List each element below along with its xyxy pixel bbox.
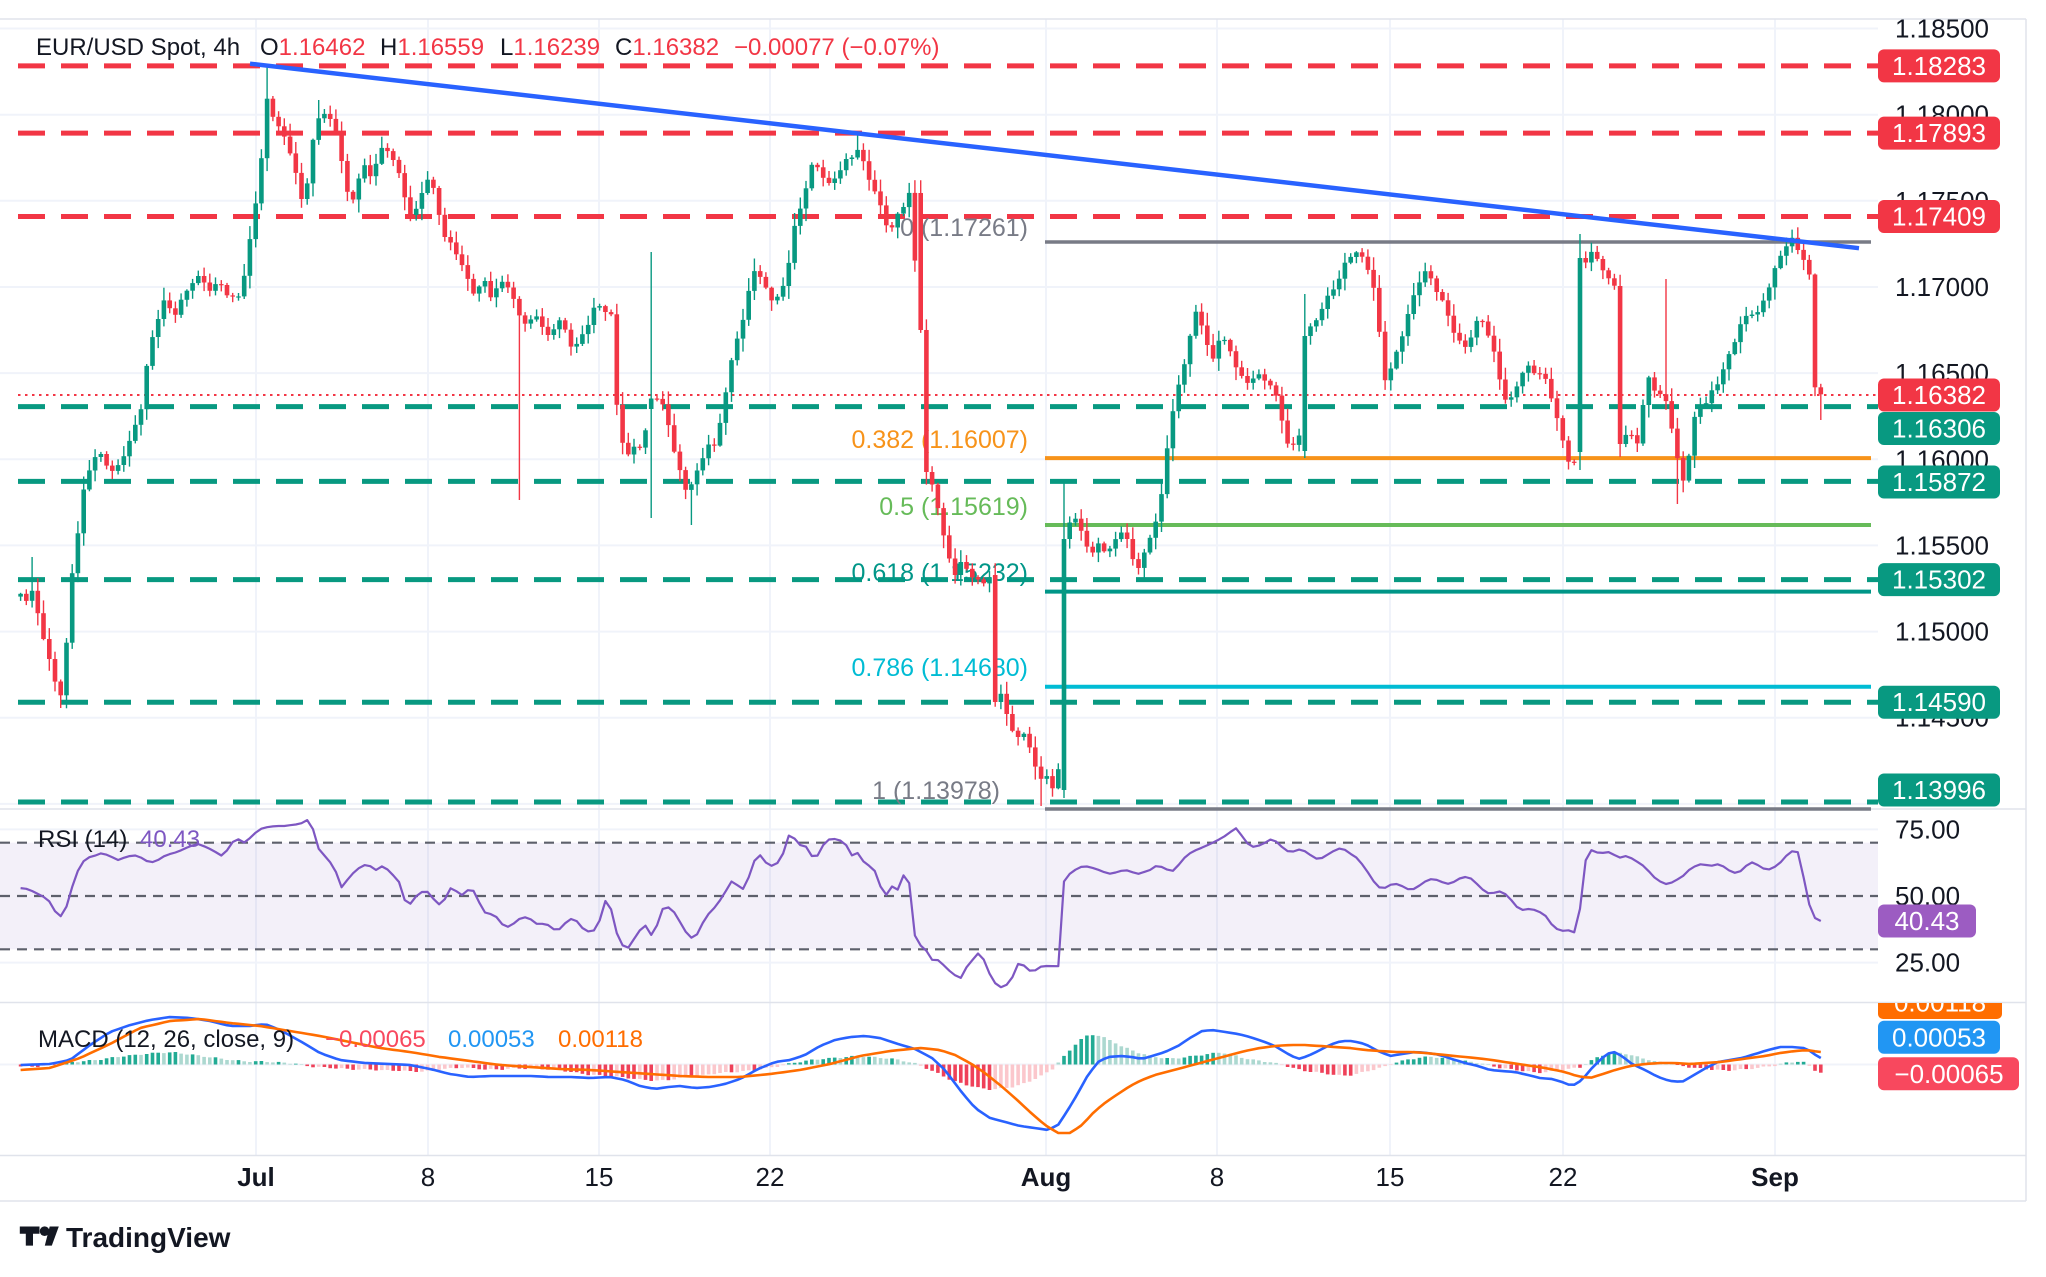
svg-text:1.15000: 1.15000 [1895,617,1989,647]
svg-text:1.15872: 1.15872 [1892,467,1986,497]
svg-text:1.16306: 1.16306 [1892,414,1986,444]
svg-text:15: 15 [585,1162,614,1192]
svg-text:1.16382: 1.16382 [1892,380,1986,410]
svg-text:8: 8 [1210,1162,1224,1192]
svg-text:1.14590: 1.14590 [1892,687,1986,717]
svg-text:Sep: Sep [1751,1162,1799,1192]
svg-text:25.00: 25.00 [1895,948,1960,978]
svg-text:0.5 (1.15619): 0.5 (1.15619) [879,493,1028,521]
svg-text:22: 22 [756,1162,785,1192]
svg-text:1 (1.13978): 1 (1.13978) [872,777,1000,805]
svg-text:−0.00065: −0.00065 [1894,1059,2003,1089]
svg-text:75.00: 75.00 [1895,814,1960,844]
svg-text:8: 8 [421,1162,435,1192]
svg-text:0.618 (1.15232): 0.618 (1.15232) [851,559,1028,587]
svg-text:1.17893: 1.17893 [1892,118,1986,148]
svg-text:1.13996: 1.13996 [1892,775,1986,805]
svg-text:0.00053: 0.00053 [1892,1022,1986,1052]
svg-text:15: 15 [1376,1162,1405,1192]
svg-text:22: 22 [1549,1162,1578,1192]
svg-text:0.382 (1.16007): 0.382 (1.16007) [851,426,1028,454]
svg-text:40.43: 40.43 [1894,906,1959,936]
svg-text:RSI (14)40.43: RSI (14) 40.43 [38,826,200,853]
svg-text:Jul: Jul [237,1162,275,1192]
svg-text:0.00118: 0.00118 [1894,988,1986,1018]
svg-text:1.17000: 1.17000 [1895,272,1989,302]
svg-text:0.786 (1.14680): 0.786 (1.14680) [851,654,1028,682]
svg-text:1.17409: 1.17409 [1892,202,1986,232]
svg-text:1.18500: 1.18500 [1895,14,1989,44]
svg-text:1.15500: 1.15500 [1895,530,1989,560]
svg-text:TradingView: TradingView [66,1222,231,1253]
svg-text:Aug: Aug [1021,1162,1072,1192]
svg-text:1.18283: 1.18283 [1892,51,1986,81]
svg-text:1.15302: 1.15302 [1892,565,1986,595]
